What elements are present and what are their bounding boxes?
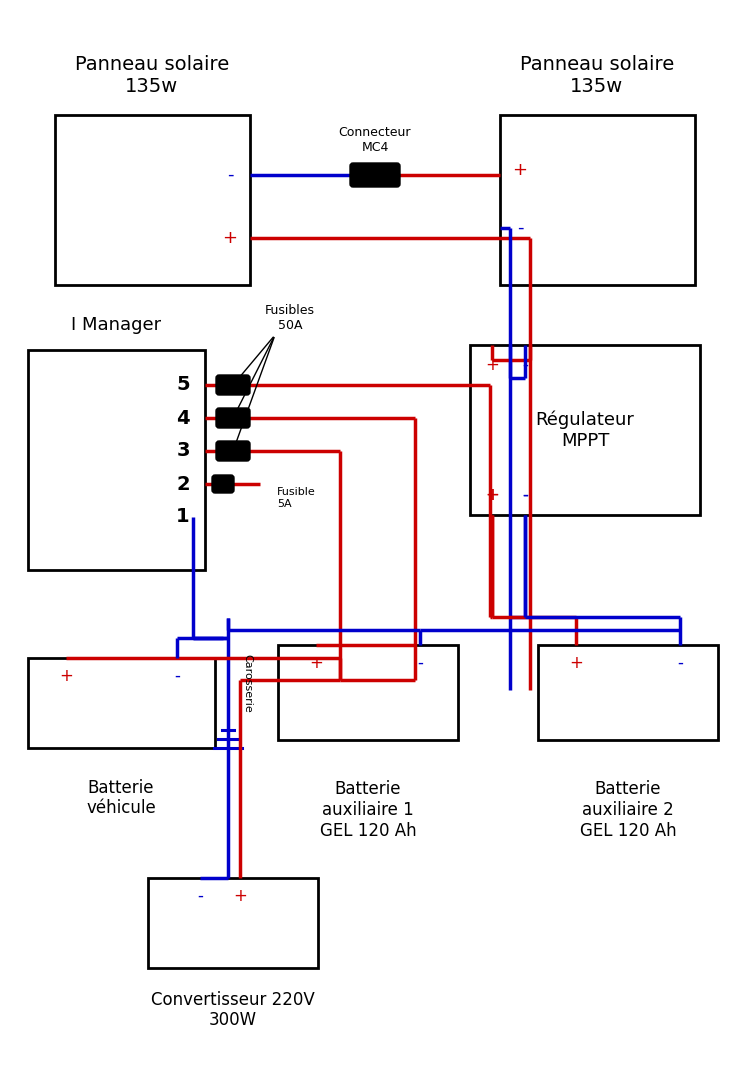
- Text: +: +: [59, 667, 73, 685]
- Text: +: +: [485, 486, 499, 504]
- Bar: [55, 114, 250, 285]
- Text: Batterie
auxiliaire 1
GEL 120 Ah: Batterie auxiliaire 1 GEL 120 Ah: [320, 780, 416, 840]
- Text: Régulateur
MPPT: Régulateur MPPT: [535, 410, 635, 449]
- FancyBboxPatch shape: [216, 408, 250, 428]
- FancyBboxPatch shape: [216, 375, 250, 395]
- Bar: [28, 350, 205, 570]
- Text: -: -: [174, 667, 180, 685]
- Text: 1: 1: [176, 508, 190, 526]
- Bar: [500, 114, 695, 285]
- Text: Batterie
auxiliaire 2
GEL 120 Ah: Batterie auxiliaire 2 GEL 120 Ah: [580, 780, 676, 840]
- Text: Fusible
5A: Fusible 5A: [277, 487, 316, 509]
- Text: 3: 3: [176, 442, 190, 460]
- Text: -: -: [417, 654, 423, 672]
- Bar: [278, 645, 458, 740]
- Text: -: -: [522, 486, 528, 504]
- Text: Connecteur
MC4: Connecteur MC4: [339, 126, 411, 154]
- Text: +: +: [309, 654, 323, 672]
- Text: I Manager: I Manager: [71, 316, 161, 334]
- Text: 5: 5: [176, 376, 190, 394]
- Bar: [538, 645, 718, 740]
- Text: -: -: [197, 887, 203, 905]
- Text: +: +: [485, 486, 499, 504]
- Text: Carosserie: Carosserie: [242, 653, 252, 713]
- Bar: [148, 878, 318, 968]
- FancyBboxPatch shape: [216, 441, 250, 461]
- Text: +: +: [222, 229, 237, 247]
- Text: -: -: [522, 486, 528, 504]
- Text: +: +: [485, 356, 499, 374]
- Text: -: -: [517, 219, 523, 237]
- Text: -: -: [227, 166, 233, 184]
- Text: Panneau solaire
135w: Panneau solaire 135w: [75, 54, 229, 95]
- Text: Batterie
véhicule: Batterie véhicule: [86, 779, 156, 818]
- Text: +: +: [569, 654, 583, 672]
- Text: Convertisseur 220V
300W: Convertisseur 220V 300W: [151, 990, 315, 1029]
- Text: 4: 4: [176, 408, 190, 428]
- Text: Fusibles
50A: Fusibles 50A: [265, 303, 315, 332]
- FancyBboxPatch shape: [350, 163, 400, 187]
- Bar: [28, 658, 215, 748]
- Text: 2: 2: [176, 474, 190, 494]
- Text: +: +: [513, 161, 528, 179]
- FancyBboxPatch shape: [212, 475, 234, 492]
- Text: +: +: [233, 887, 247, 905]
- Text: Panneau solaire
135w: Panneau solaire 135w: [520, 54, 674, 95]
- Text: -: -: [522, 356, 528, 374]
- Text: -: -: [677, 654, 683, 672]
- Bar: [470, 345, 700, 515]
